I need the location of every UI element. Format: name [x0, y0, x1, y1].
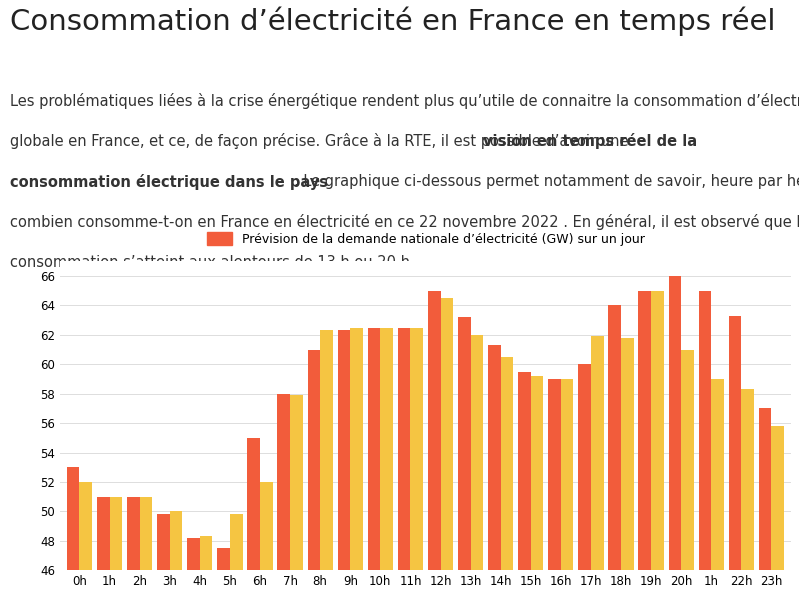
Bar: [638, 291, 651, 570]
Bar: [458, 317, 471, 570]
Bar: [79, 482, 92, 570]
Bar: [531, 376, 543, 570]
Bar: [682, 350, 694, 570]
Bar: [67, 467, 79, 570]
Bar: [290, 395, 303, 570]
Bar: [308, 350, 320, 570]
Text: consommation s’atteint aux alentours de 13 h ou 20 h.: consommation s’atteint aux alentours de …: [10, 255, 415, 270]
Text: . Le graphique ci-dessous permet notamment de savoir, heure par heure,: . Le graphique ci-dessous permet notamme…: [294, 174, 799, 189]
Text: Consommation d’électricité en France en temps réel: Consommation d’électricité en France en …: [10, 7, 776, 36]
Bar: [140, 497, 153, 570]
Bar: [651, 291, 664, 570]
Bar: [320, 330, 333, 570]
Bar: [759, 409, 772, 570]
Bar: [428, 291, 440, 570]
Bar: [380, 327, 393, 570]
Bar: [368, 327, 380, 570]
Bar: [187, 538, 200, 570]
Bar: [157, 514, 169, 570]
Bar: [338, 330, 350, 570]
Bar: [698, 291, 711, 570]
Text: combien consomme-t-on en France en électricité en ce 22 novembre 2022 . En génér: combien consomme-t-on en France en élect…: [10, 214, 799, 230]
Bar: [711, 379, 724, 570]
Bar: [169, 511, 182, 570]
Bar: [741, 389, 754, 570]
Text: vision en temps réel de la: vision en temps réel de la: [483, 133, 698, 149]
Text: consommation électrique dans le pays: consommation électrique dans le pays: [10, 174, 328, 189]
Bar: [440, 298, 453, 570]
Bar: [109, 497, 122, 570]
Bar: [669, 276, 682, 570]
Bar: [260, 482, 272, 570]
Bar: [471, 335, 483, 570]
Bar: [578, 364, 591, 570]
Bar: [501, 357, 513, 570]
Text: Les problématiques liées à la crise énergétique rendent plus qu’utile de connait: Les problématiques liées à la crise éner…: [10, 93, 799, 109]
Bar: [548, 379, 561, 570]
Bar: [200, 536, 213, 570]
Bar: [277, 394, 290, 570]
Bar: [608, 305, 621, 570]
Bar: [248, 438, 260, 570]
Bar: [621, 338, 634, 570]
Text: globale en France, et ce, de façon précise. Grâce à la RTE, il est possible d’av: globale en France, et ce, de façon préci…: [10, 133, 634, 149]
Bar: [217, 548, 230, 570]
Bar: [518, 372, 531, 570]
Bar: [398, 327, 411, 570]
Legend: Prévision de la demande nationale d’électricité (GW) sur un jour: Prévision de la demande nationale d’élec…: [201, 228, 650, 251]
Bar: [772, 426, 784, 570]
Bar: [97, 497, 109, 570]
Bar: [350, 327, 363, 570]
Bar: [127, 497, 140, 570]
Bar: [729, 316, 741, 570]
Bar: [488, 345, 501, 570]
Bar: [561, 379, 574, 570]
Bar: [591, 336, 603, 570]
Bar: [230, 514, 243, 570]
Bar: [411, 327, 423, 570]
